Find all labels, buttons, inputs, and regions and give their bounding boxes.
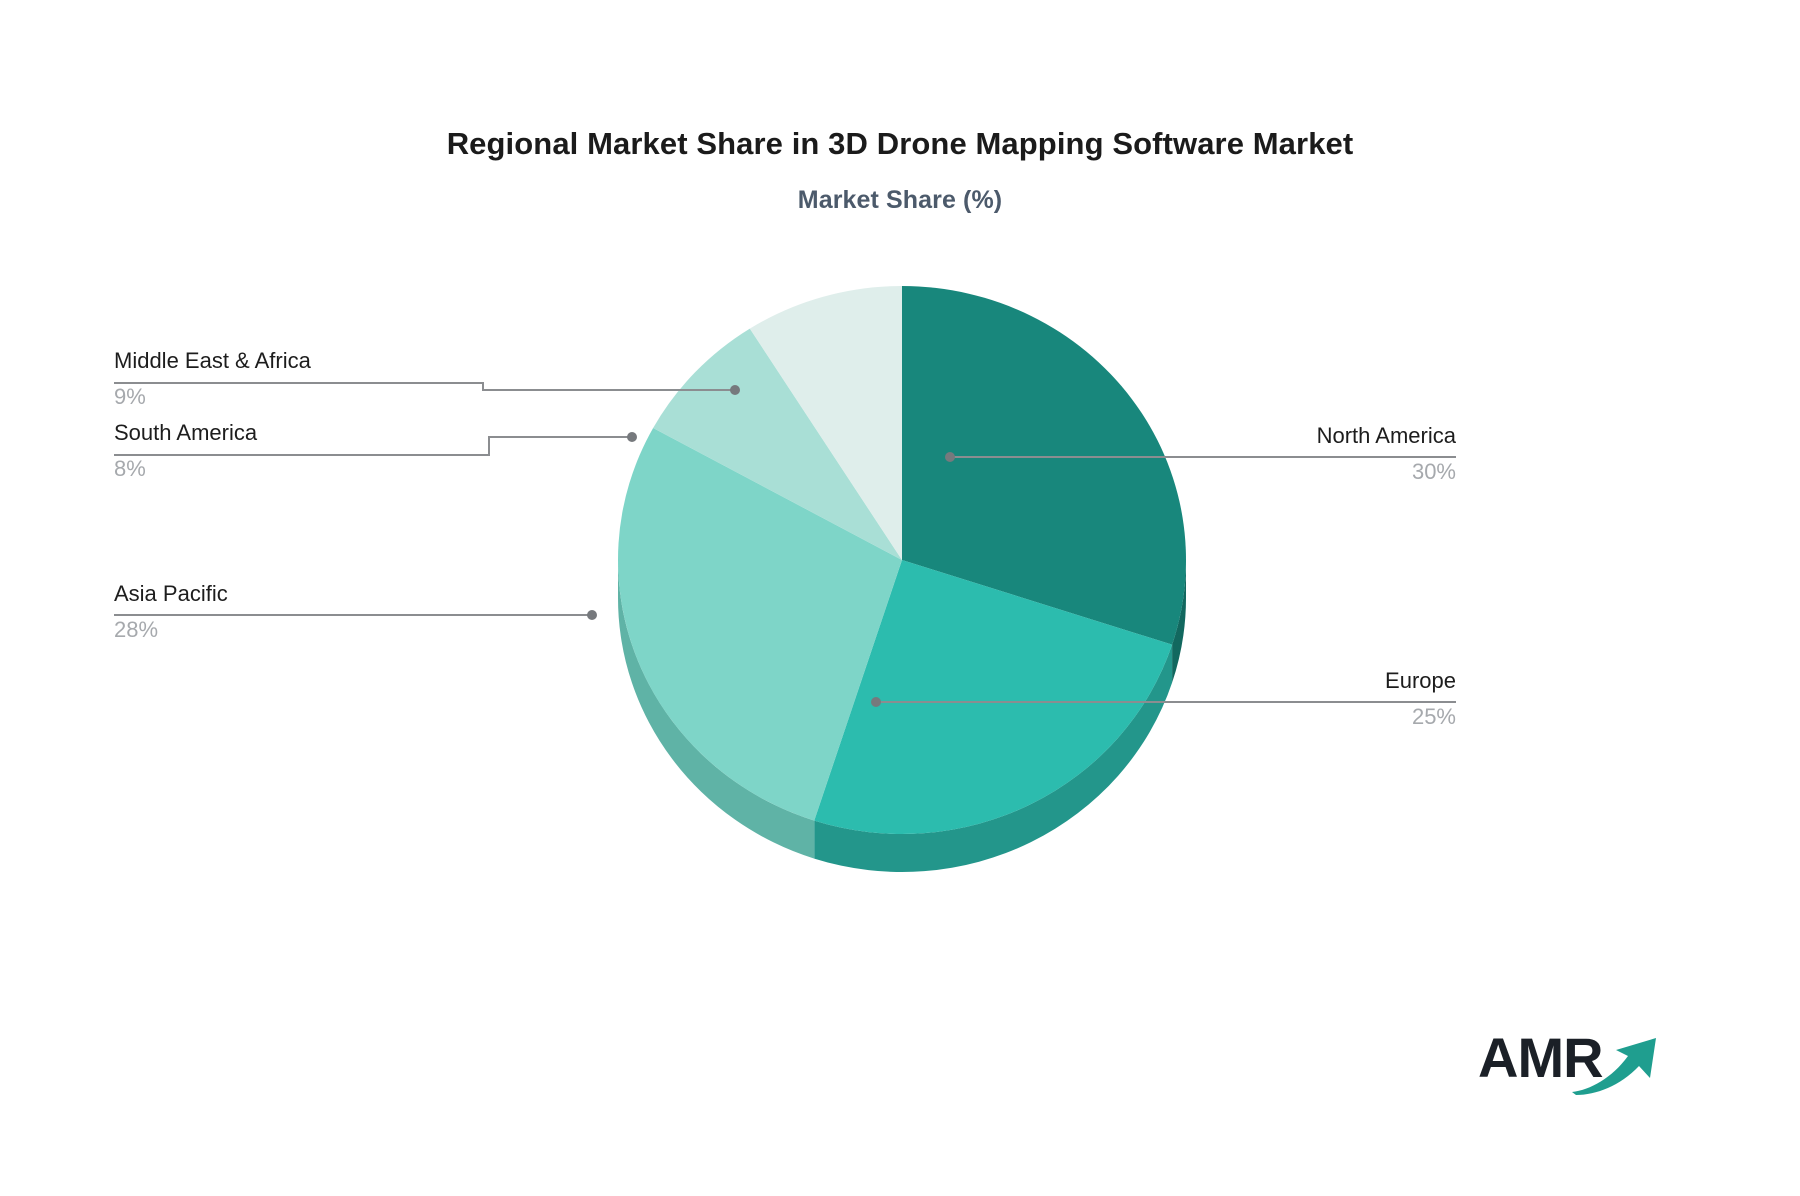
callout-value-middle-east-africa: 9% — [114, 384, 146, 409]
pie-slice-side-europe — [814, 644, 1173, 873]
callout-south-america: South America 8% — [114, 419, 257, 483]
pie-slices: North America 30%Europe 25%Asia Pacific … — [618, 286, 1186, 834]
callout-label-south-america: South America — [114, 420, 258, 445]
pie-slice-europe[interactable]: Europe 25% — [814, 560, 1173, 834]
callout-europe: Europe 25% — [1056, 667, 1456, 731]
chart-subtitle: Market Share (%) — [797, 186, 1003, 214]
callout-value-north-america: 30% — [1411, 459, 1456, 484]
callout-middle-east-africa: Middle East & Africa 9% — [114, 347, 311, 411]
amr-logo-text: AMR — [1478, 1026, 1604, 1089]
leader-line-south-america — [114, 436, 632, 456]
amr-logo: AMR — [1478, 1028, 1663, 1100]
pie-slice-north-america[interactable]: North America 30% — [902, 286, 1186, 645]
pie-slice-middle-east-africa[interactable]: Middle East & Africa 9% — [749, 286, 902, 560]
callout-value-south-america: 8% — [114, 456, 146, 481]
leader-dot-middle-east-africa — [730, 385, 740, 395]
callout-label-middle-east-africa: Middle East & Africa — [114, 348, 311, 373]
callout-north-america: North America 30% — [1056, 422, 1456, 486]
leader-dot-europe — [871, 697, 881, 707]
pie-slice-side-north-america — [1172, 560, 1186, 683]
callout-label-europe: Europe — [1385, 668, 1456, 693]
leader-line-middle-east-africa — [114, 382, 735, 391]
leader-dot-north-america — [945, 452, 955, 462]
leader-dot-asia-pacific — [587, 610, 597, 620]
pie-3d-side-walls — [618, 560, 1186, 873]
growth-arrow-icon — [1572, 1038, 1656, 1095]
callout-value-asia-pacific: 28% — [114, 617, 159, 642]
pie-slice-south-america[interactable]: South America 8% — [653, 328, 902, 560]
leader-dot-south-america — [627, 432, 637, 442]
pie-slice-asia-pacific[interactable]: Asia Pacific 28% — [618, 427, 902, 821]
callout-value-europe: 25% — [1411, 704, 1456, 729]
callout-label-north-america: North America — [1316, 423, 1456, 448]
page-title: Regional Market Share in 3D Drone Mappin… — [446, 126, 1354, 161]
callout-label-asia-pacific: Asia Pacific — [114, 581, 228, 606]
pie-slice-side-asia-pacific — [618, 560, 815, 859]
callout-leader-lines — [114, 382, 1456, 707]
callout-asia-pacific: Asia Pacific 28% — [114, 580, 228, 644]
